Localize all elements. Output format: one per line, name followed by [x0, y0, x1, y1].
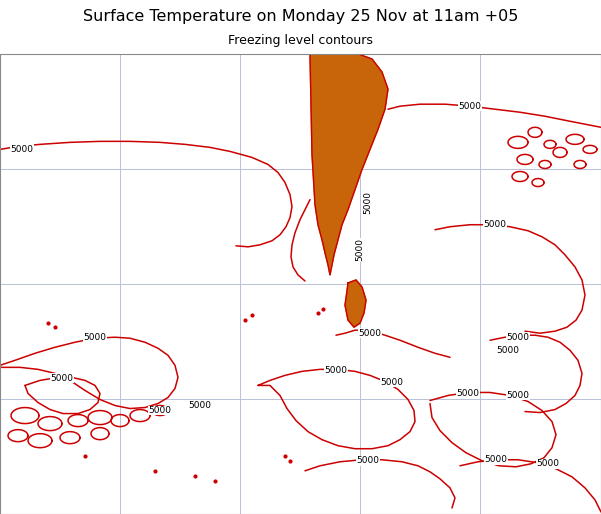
Polygon shape — [345, 280, 366, 327]
Text: Surface Temperature on Monday 25 Nov at 11am +05: Surface Temperature on Monday 25 Nov at … — [83, 9, 518, 24]
Text: 5000: 5000 — [459, 102, 481, 111]
Text: Freezing level contours: Freezing level contours — [228, 34, 373, 47]
Text: 5000: 5000 — [537, 460, 560, 468]
Text: 5000: 5000 — [364, 191, 373, 214]
Text: 5000: 5000 — [325, 366, 347, 375]
Text: 5000: 5000 — [380, 378, 403, 387]
Polygon shape — [310, 54, 388, 275]
Text: 5000: 5000 — [10, 145, 34, 154]
Text: 5000: 5000 — [483, 220, 507, 229]
Text: 5000: 5000 — [189, 401, 212, 410]
Text: 5000: 5000 — [484, 455, 507, 464]
Text: 5000: 5000 — [50, 374, 73, 383]
Text: 5000: 5000 — [84, 333, 106, 342]
Text: 5000: 5000 — [507, 391, 529, 400]
Text: 5000: 5000 — [457, 389, 480, 398]
Text: 5000: 5000 — [356, 456, 379, 465]
Text: 5000: 5000 — [496, 346, 519, 355]
Text: 5000: 5000 — [356, 238, 364, 261]
Text: 5000: 5000 — [148, 406, 171, 415]
Text: 5000: 5000 — [507, 333, 529, 342]
Text: 5000: 5000 — [359, 328, 382, 338]
